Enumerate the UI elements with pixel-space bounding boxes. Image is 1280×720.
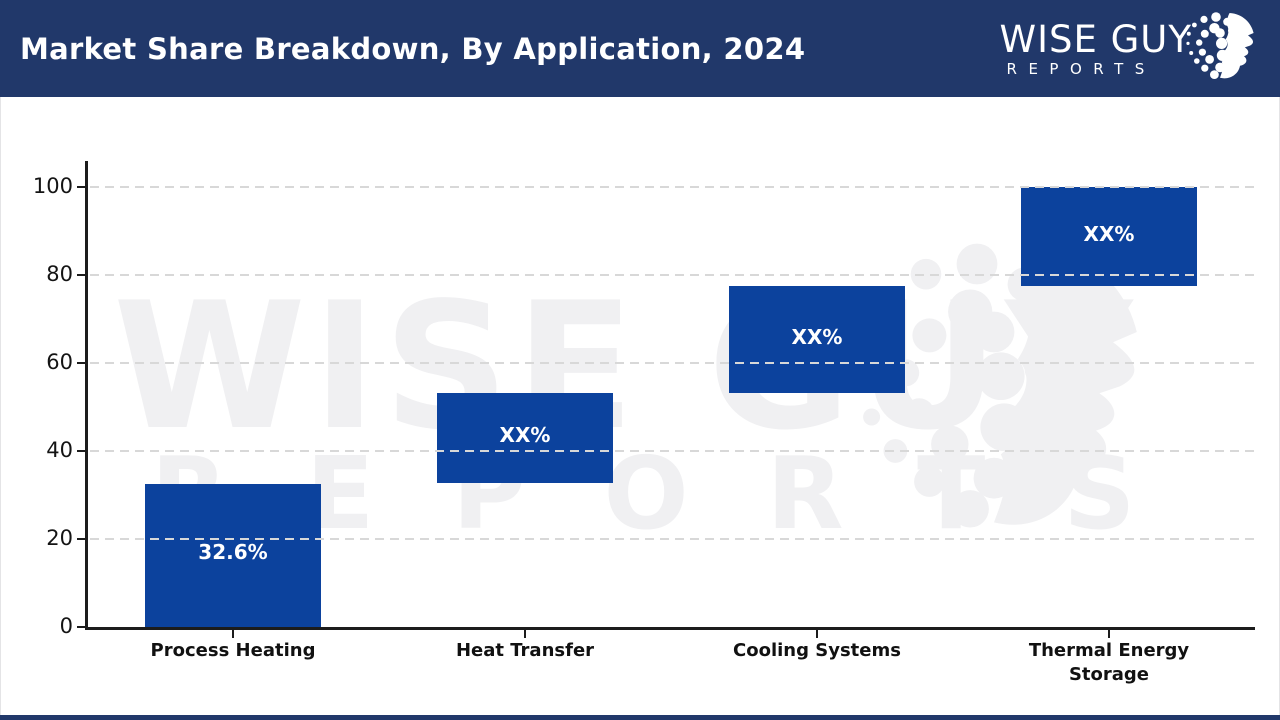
bar-process-heating bbox=[145, 483, 321, 627]
x-category-label: Heat Transfer bbox=[455, 640, 595, 661]
bar-value-label: XX% bbox=[791, 324, 843, 349]
gridline-20 bbox=[90, 538, 1255, 540]
x-tick bbox=[1108, 629, 1110, 638]
x-category-label: Process Heating bbox=[150, 640, 316, 661]
chart-area: WISE GUY REPORTS 32.6% Process Heating XX%… bbox=[0, 97, 1280, 715]
y-tick bbox=[77, 186, 87, 188]
y-tick-label: 80 bbox=[46, 262, 73, 286]
logo-head-icon bbox=[1182, 9, 1266, 89]
y-tick-label: 60 bbox=[46, 350, 73, 374]
y-tick bbox=[77, 626, 87, 628]
y-tick bbox=[77, 362, 87, 364]
bar-value-label: 32.6% bbox=[198, 540, 268, 565]
x-tick bbox=[232, 629, 234, 638]
x-tick bbox=[524, 629, 526, 638]
logo-subtext: REPORTS bbox=[1006, 59, 1156, 78]
bar-value-label: XX% bbox=[1083, 221, 1135, 246]
x-category-label: Thermal Energy Storage bbox=[1028, 640, 1190, 686]
bar-cooling-systems bbox=[729, 286, 905, 393]
bar-heat-transfer bbox=[437, 392, 613, 484]
wiseguy-logo: WISE GUY REPORTS bbox=[1000, 9, 1280, 89]
footer-bar bbox=[0, 715, 1280, 720]
gridline-60 bbox=[90, 362, 1255, 364]
bar-thermal-energy-storage bbox=[1021, 187, 1197, 286]
logo-text: WISE GUY REPORTS bbox=[1000, 21, 1192, 77]
chart-title: Market Share Breakdown, By Application, … bbox=[20, 31, 806, 66]
gridline-100 bbox=[90, 186, 1255, 188]
y-tick-label: 0 bbox=[59, 614, 73, 638]
logo-wordmark: WISE GUY bbox=[999, 17, 1192, 61]
x-tick bbox=[816, 629, 818, 638]
x-category-label: Cooling Systems bbox=[733, 640, 901, 661]
bar-value-label: XX% bbox=[499, 423, 551, 448]
y-axis-line bbox=[85, 161, 88, 629]
y-tick bbox=[77, 450, 87, 452]
y-tick-label: 20 bbox=[46, 526, 73, 550]
gridline-40 bbox=[90, 450, 1255, 452]
y-tick bbox=[77, 274, 87, 276]
y-tick bbox=[77, 538, 87, 540]
header-bar: Market Share Breakdown, By Application, … bbox=[0, 0, 1280, 97]
y-tick-label: 40 bbox=[46, 438, 73, 462]
gridline-80 bbox=[90, 274, 1255, 276]
y-tick-label: 100 bbox=[32, 174, 73, 198]
x-axis-line bbox=[85, 627, 1255, 630]
